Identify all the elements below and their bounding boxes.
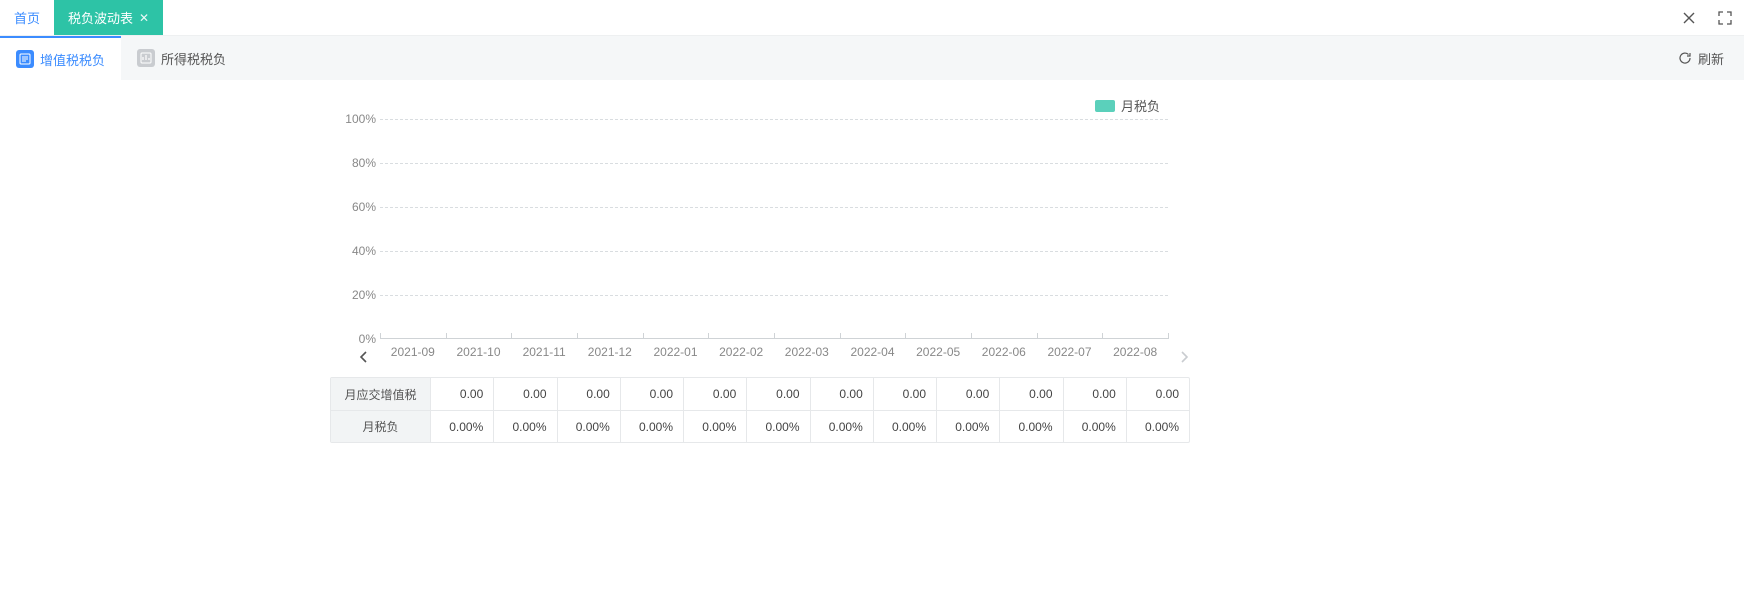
table-cell: 0.00 — [747, 378, 810, 410]
table-cell: 0.00 — [1000, 378, 1063, 410]
table-cell: 0.00% — [431, 411, 494, 442]
table-cell: 0.00% — [937, 411, 1000, 442]
table-cell: 0.00 — [558, 378, 621, 410]
table-cell: 0.00% — [1064, 411, 1127, 442]
chart: 月税负 0%20%40%60%80%100% 2021-092021-10202… — [0, 96, 1200, 443]
tab-home[interactable]: 首页 — [0, 0, 54, 35]
table-cell: 0.00% — [1127, 411, 1189, 442]
subtab-income-label: 所得税税负 — [161, 49, 226, 68]
chart-prev-icon[interactable] — [358, 351, 370, 363]
tab-tax-fluctuation[interactable]: 税负波动表 ✕ — [54, 0, 163, 35]
table-cell: 0.00 — [1127, 378, 1189, 410]
x-tick: 2021-10 — [456, 345, 500, 359]
refresh-label: 刷新 — [1698, 49, 1724, 68]
table-cell: 0.00 — [874, 378, 937, 410]
y-tick: 20% — [352, 288, 376, 302]
tab-home-label: 首页 — [14, 8, 40, 27]
x-axis: 2021-09 2021-10 2021-11 2021-12 2022-01 2022-… — [380, 339, 1168, 359]
table-cell: 0.00% — [558, 411, 621, 442]
legend-label: 月税负 — [1121, 96, 1160, 115]
x-tick: 2021-09 — [391, 345, 435, 359]
row-header: 月应交增值税 — [331, 378, 431, 410]
legend-swatch — [1095, 100, 1115, 112]
table-cell: 0.00 — [1064, 378, 1127, 410]
table-row: 月税负0.00%0.00%0.00%0.00%0.00%0.00%0.00%0.… — [331, 410, 1189, 442]
table-cell: 0.00 — [494, 378, 557, 410]
table-cell: 0.00% — [494, 411, 557, 442]
row-header: 月税负 — [331, 411, 431, 442]
y-tick: 80% — [352, 156, 376, 170]
x-tick: 2022-05 — [916, 345, 960, 359]
chart-plot: 0%20%40%60%80%100% 2021-092021-102021-11… — [380, 119, 1168, 359]
x-tick: 2021-12 — [588, 345, 632, 359]
x-tick: 2022-03 — [785, 345, 829, 359]
chart-next-icon[interactable] — [1178, 351, 1190, 363]
table-cell: 0.00 — [431, 378, 494, 410]
x-tick: 2022-08 — [1113, 345, 1157, 359]
y-tick: 60% — [352, 200, 376, 214]
table-cell: 0.00 — [937, 378, 1000, 410]
subtab-vat[interactable]: 增值税税负 — [0, 36, 121, 80]
chart-grid — [380, 119, 1168, 339]
table-cell: 0.00% — [684, 411, 747, 442]
x-tick: 2022-04 — [850, 345, 894, 359]
grid-line — [380, 251, 1168, 252]
grid-line — [380, 207, 1168, 208]
table-cell: 0.00% — [621, 411, 684, 442]
table-cell: 0.00% — [747, 411, 810, 442]
subtab-vat-label: 增值税税负 — [40, 50, 105, 69]
table-cell: 0.00% — [811, 411, 874, 442]
sub-tab-bar: 增值税税负 所得税税负 刷新 — [0, 36, 1744, 80]
legend-item-monthly-tax[interactable]: 月税负 — [1095, 96, 1160, 115]
y-axis: 0%20%40%60%80%100% — [328, 119, 376, 339]
close-panel-icon[interactable] — [1678, 7, 1700, 29]
subtab-income[interactable]: 所得税税负 — [121, 36, 242, 80]
content: 月税负 0%20%40%60%80%100% 2021-092021-10202… — [0, 80, 1744, 467]
x-tick: 2022-01 — [653, 345, 697, 359]
close-icon[interactable]: ✕ — [139, 11, 149, 25]
refresh-icon — [1678, 51, 1692, 65]
table-cell: 0.00 — [621, 378, 684, 410]
income-icon — [137, 49, 155, 67]
data-table: 月应交增值税0.000.000.000.000.000.000.000.000.… — [330, 377, 1190, 443]
x-tick: 2021-11 — [523, 345, 566, 359]
y-tick: 100% — [345, 112, 376, 126]
vat-icon — [16, 50, 34, 68]
refresh-button[interactable]: 刷新 — [1678, 49, 1744, 68]
chart-legend: 月税负 — [0, 96, 1200, 115]
table-cell: 0.00 — [811, 378, 874, 410]
fullscreen-icon[interactable] — [1714, 7, 1736, 29]
x-tick: 2022-07 — [1047, 345, 1091, 359]
table-cell: 0.00% — [1000, 411, 1063, 442]
grid-line — [380, 295, 1168, 296]
grid-line — [380, 119, 1168, 120]
x-tick: 2022-06 — [982, 345, 1026, 359]
panel: 增值税税负 所得税税负 刷新 月税负 0% 20% 40% 60% 80% 100% — [0, 36, 1744, 467]
y-tick: 40% — [352, 244, 376, 258]
tab-tax-fluctuation-label: 税负波动表 — [68, 8, 133, 27]
table-cell: 0.00% — [874, 411, 937, 442]
table-row: 月应交增值税0.000.000.000.000.000.000.000.000.… — [331, 378, 1189, 410]
table-cell: 0.00 — [684, 378, 747, 410]
x-tick: 2022-02 — [719, 345, 763, 359]
grid-line — [380, 163, 1168, 164]
y-tick: 0% — [359, 332, 376, 346]
top-tab-bar: 首页 税负波动表 ✕ — [0, 0, 1744, 36]
